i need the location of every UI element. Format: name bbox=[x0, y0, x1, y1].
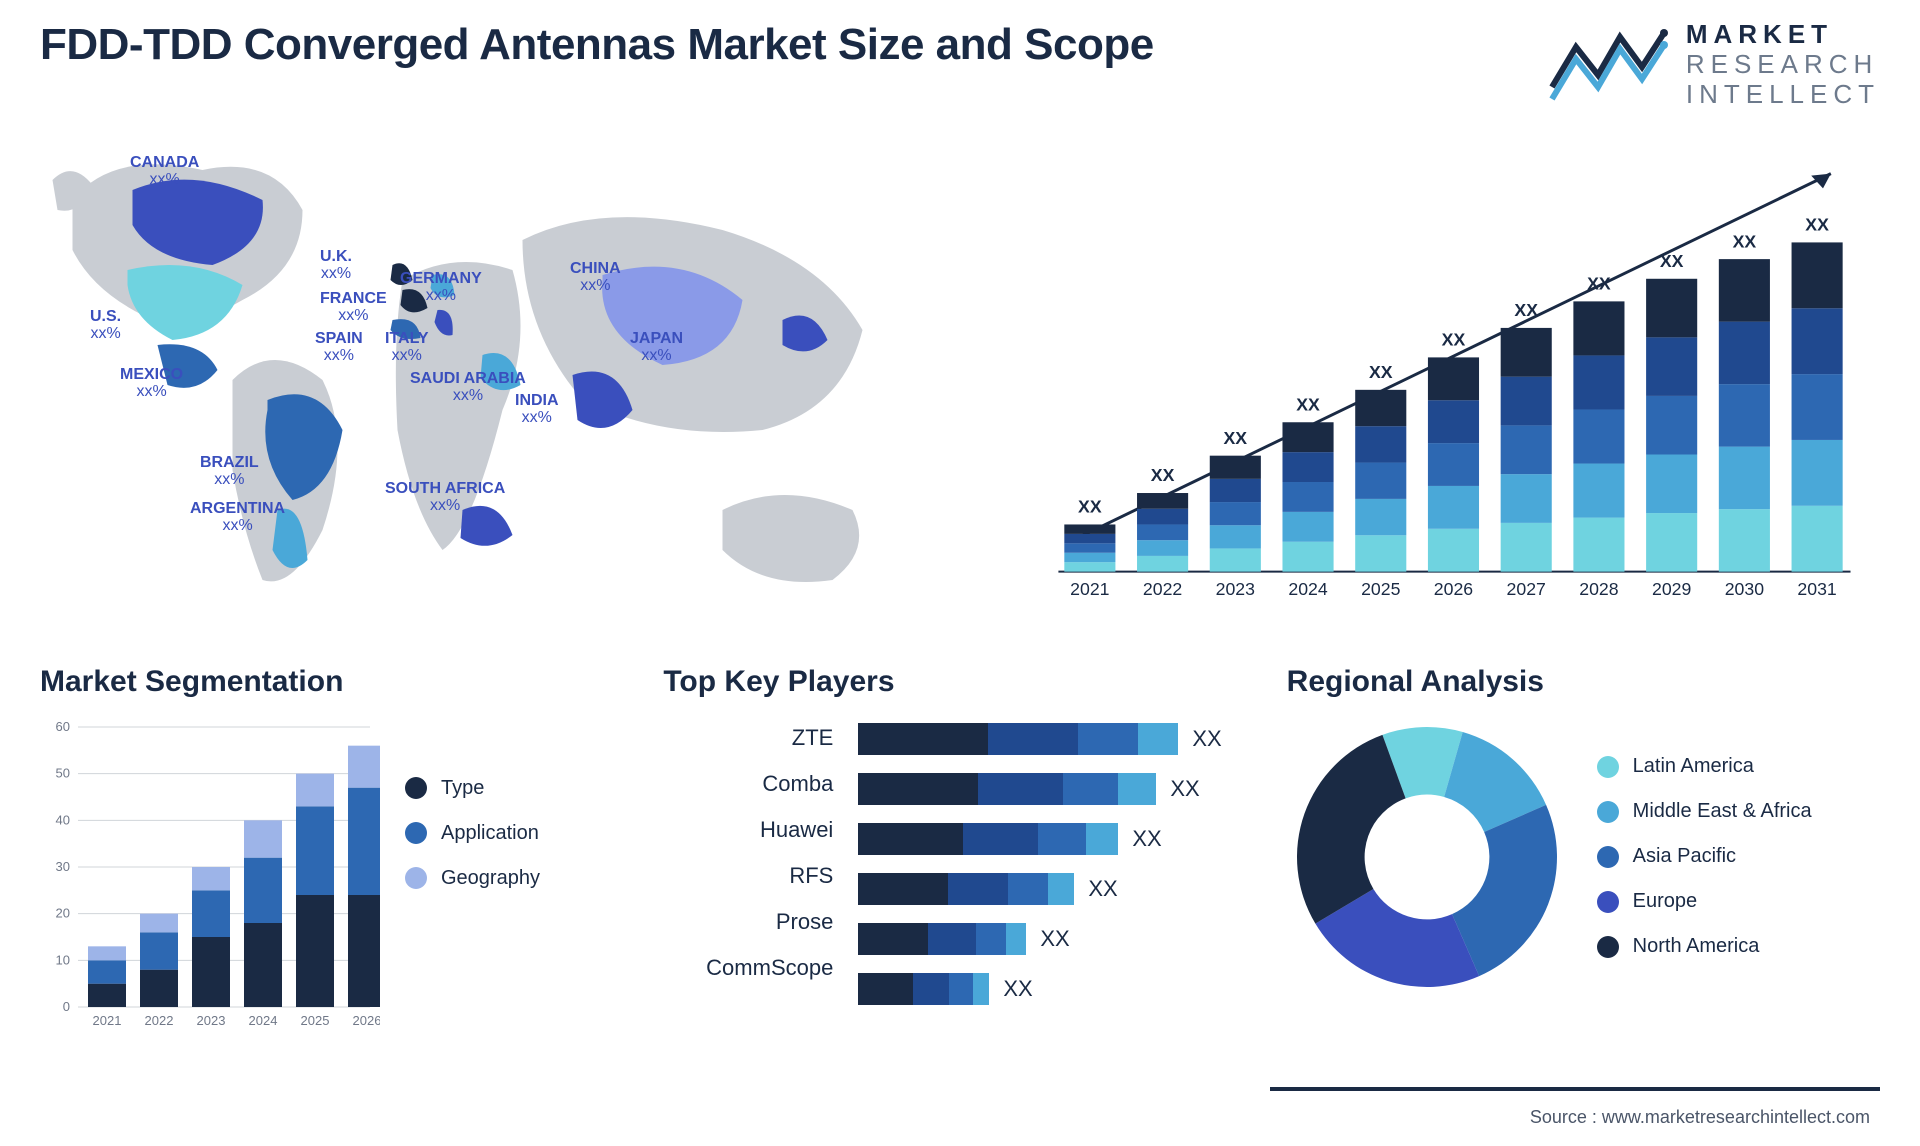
page-title: FDD-TDD Converged Antennas Market Size a… bbox=[40, 20, 1154, 70]
key-players-panel: Top Key Players ZTE Comba Huawei RFS Prose Co… bbox=[663, 665, 1256, 1055]
key-player-name: Huawei bbox=[663, 817, 833, 843]
svg-text:XX: XX bbox=[1078, 496, 1102, 516]
regional-title: Regional Analysis bbox=[1287, 665, 1880, 699]
key-player-name: ZTE bbox=[663, 725, 833, 751]
svg-text:2023: 2023 bbox=[1216, 579, 1255, 599]
svg-text:2027: 2027 bbox=[1507, 579, 1546, 599]
svg-text:2026: 2026 bbox=[353, 1013, 380, 1028]
logo-line2: RESEARCH bbox=[1686, 50, 1880, 80]
country-label: SOUTH AFRICAxx% bbox=[385, 480, 505, 515]
key-player-name: Comba bbox=[663, 771, 833, 797]
key-player-row: XX bbox=[858, 721, 1256, 757]
segmentation-panel: Market Segmentation 0 10 20 30 40 50 60 2021 202… bbox=[40, 665, 633, 1055]
svg-text:2024: 2024 bbox=[1288, 579, 1327, 599]
key-player-name: CommScope bbox=[663, 955, 833, 981]
segmentation-chart: 0 10 20 30 40 50 60 2021 2022 2023 2024 2025 2026 bbox=[40, 717, 380, 1037]
key-player-row: XX bbox=[858, 971, 1256, 1007]
key-players-bars: XX XX XX XX XX XX bbox=[858, 717, 1256, 1007]
regional-legend: Latin America Middle East & Africa Asia Pa… bbox=[1597, 755, 1812, 958]
country-label: CHINAxx% bbox=[570, 260, 621, 295]
svg-text:10: 10 bbox=[56, 952, 70, 967]
svg-text:0: 0 bbox=[63, 999, 70, 1014]
key-player-name: RFS bbox=[663, 863, 833, 889]
country-label: INDIAxx% bbox=[515, 392, 559, 427]
svg-text:XX: XX bbox=[1369, 362, 1393, 382]
legend-item: Geography bbox=[405, 867, 540, 890]
svg-text:2024: 2024 bbox=[249, 1013, 278, 1028]
country-label: U.S.xx% bbox=[90, 308, 121, 343]
svg-text:60: 60 bbox=[56, 719, 70, 734]
key-player-row: XX bbox=[858, 821, 1256, 857]
svg-text:XX: XX bbox=[1587, 273, 1611, 293]
svg-text:2023: 2023 bbox=[197, 1013, 226, 1028]
svg-text:20: 20 bbox=[56, 905, 70, 920]
logo-line1: MARKET bbox=[1686, 20, 1880, 50]
svg-text:XX: XX bbox=[1514, 300, 1538, 320]
svg-text:2030: 2030 bbox=[1725, 579, 1764, 599]
logo-icon bbox=[1548, 27, 1668, 102]
svg-text:XX: XX bbox=[1442, 329, 1466, 349]
svg-text:2021: 2021 bbox=[93, 1013, 122, 1028]
country-label: U.K.xx% bbox=[320, 248, 352, 283]
svg-text:XX: XX bbox=[1224, 428, 1248, 448]
country-label: SAUDI ARABIAxx% bbox=[410, 370, 526, 405]
svg-text:XX: XX bbox=[1733, 231, 1757, 251]
growth-chart: XX 2021 XX 2022 XX 2023 XX 2024 XX 2025 XX 2026 XX 20… bbox=[1025, 130, 1880, 630]
footer-divider bbox=[1270, 1087, 1880, 1091]
svg-text:2021: 2021 bbox=[1070, 579, 1109, 599]
segmentation-legend: Type Application Geography bbox=[405, 717, 540, 1037]
svg-text:XX: XX bbox=[1151, 465, 1175, 485]
segmentation-title: Market Segmentation bbox=[40, 665, 633, 699]
country-label: FRANCExx% bbox=[320, 290, 387, 325]
legend-item: North America bbox=[1597, 935, 1812, 958]
regional-panel: Regional Analysis Latin America Middle Ea… bbox=[1287, 665, 1880, 1055]
svg-text:2022: 2022 bbox=[1143, 579, 1182, 599]
svg-text:XX: XX bbox=[1296, 394, 1320, 414]
country-label: ITALYxx% bbox=[385, 330, 429, 365]
key-player-row: XX bbox=[858, 771, 1256, 807]
legend-item: Middle East & Africa bbox=[1597, 800, 1812, 823]
svg-text:40: 40 bbox=[56, 812, 70, 827]
source-text: Source : www.marketresearchintellect.com bbox=[1530, 1107, 1870, 1128]
svg-text:2029: 2029 bbox=[1652, 579, 1691, 599]
country-label: GERMANYxx% bbox=[400, 270, 482, 305]
regional-donut bbox=[1287, 717, 1567, 997]
key-player-name: Prose bbox=[663, 909, 833, 935]
key-player-row: XX bbox=[858, 921, 1256, 957]
country-label: BRAZILxx% bbox=[200, 454, 259, 489]
country-label: SPAINxx% bbox=[315, 330, 363, 365]
legend-item: Type bbox=[405, 777, 540, 800]
svg-text:XX: XX bbox=[1660, 251, 1684, 271]
legend-item: Asia Pacific bbox=[1597, 845, 1812, 868]
svg-text:2022: 2022 bbox=[145, 1013, 174, 1028]
svg-text:2028: 2028 bbox=[1579, 579, 1618, 599]
world-map: CANADAxx% U.S.xx% MEXICOxx% BRAZILxx% ARGENT… bbox=[40, 130, 985, 630]
legend-item: Europe bbox=[1597, 890, 1812, 913]
svg-text:30: 30 bbox=[56, 859, 70, 874]
legend-item: Latin America bbox=[1597, 755, 1812, 778]
country-label: MEXICOxx% bbox=[120, 366, 183, 401]
country-label: JAPANxx% bbox=[630, 330, 683, 365]
svg-text:50: 50 bbox=[56, 765, 70, 780]
logo-line3: INTELLECT bbox=[1686, 80, 1880, 110]
legend-item: Application bbox=[405, 822, 540, 845]
svg-text:XX: XX bbox=[1805, 214, 1829, 234]
key-players-names: ZTE Comba Huawei RFS Prose CommScope bbox=[663, 717, 833, 1007]
brand-logo: MARKET RESEARCH INTELLECT bbox=[1548, 20, 1880, 110]
country-label: ARGENTINAxx% bbox=[190, 500, 285, 535]
svg-text:2025: 2025 bbox=[301, 1013, 330, 1028]
svg-text:2031: 2031 bbox=[1797, 579, 1836, 599]
key-player-row: XX bbox=[858, 871, 1256, 907]
key-players-title: Top Key Players bbox=[663, 665, 1256, 699]
svg-text:2026: 2026 bbox=[1434, 579, 1473, 599]
country-label: CANADAxx% bbox=[130, 154, 199, 189]
svg-text:2025: 2025 bbox=[1361, 579, 1400, 599]
